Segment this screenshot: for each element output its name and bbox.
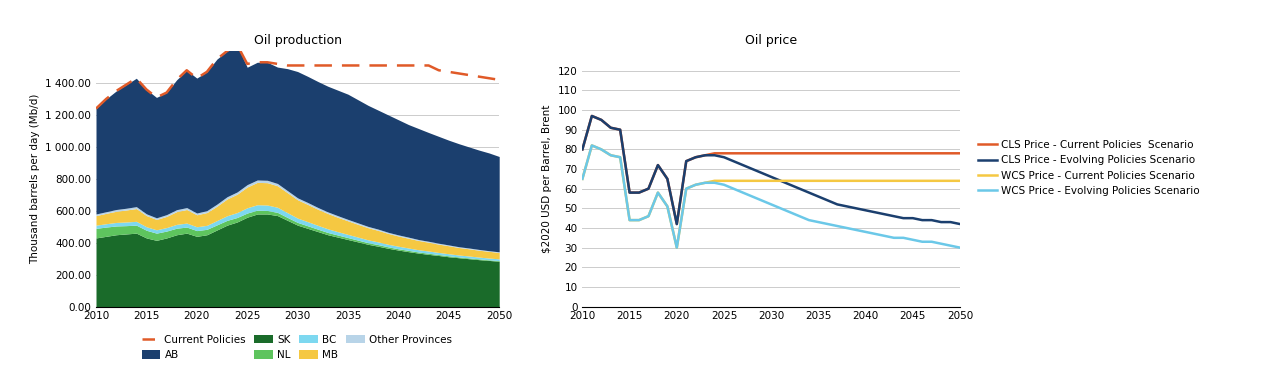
Legend: CLS Price - Current Policies  Scenario, CLS Price - Evolving Policies Scenario, : CLS Price - Current Policies Scenario, C… [978,140,1199,196]
Title: Oil price: Oil price [745,34,797,47]
Y-axis label: Thousand barrels per day (Mb/d): Thousand barrels per day (Mb/d) [29,94,40,264]
Legend: Current Policies, AB, SK, NL, BC, MB, Other Provinces: Current Policies, AB, SK, NL, BC, MB, Ot… [142,335,452,360]
Y-axis label: $2020 USD per Barrel, Brent: $2020 USD per Barrel, Brent [543,105,552,253]
Title: Oil production: Oil production [253,34,342,47]
